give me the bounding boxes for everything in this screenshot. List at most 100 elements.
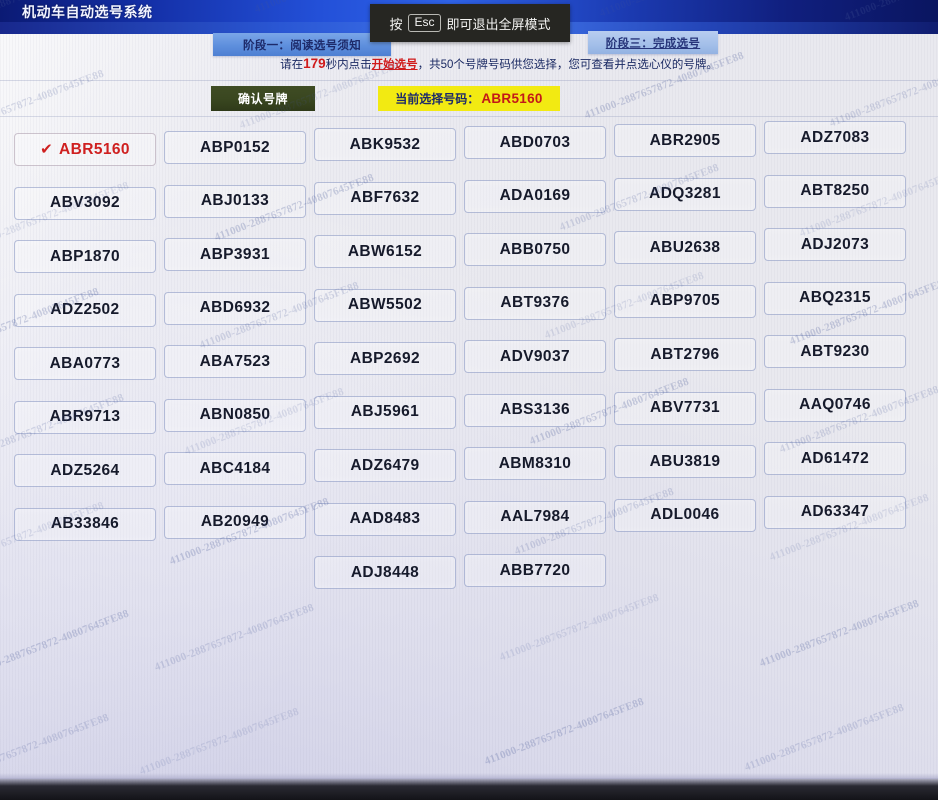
- plate-option[interactable]: ADZ7083: [764, 121, 906, 154]
- plate-option[interactable]: ABA7523: [164, 345, 306, 378]
- plate-number: ABM8310: [498, 454, 572, 472]
- plate-number: ABQ2315: [799, 289, 871, 306]
- plate-option[interactable]: ABU3819: [614, 445, 756, 478]
- plate-row: ADZ2502 ABD6932 ABW5502 ABT9376 ABP9705 ABQ23…: [14, 281, 924, 343]
- plate-option[interactable]: ABB7720: [464, 554, 606, 587]
- toast-suffix: 即可退出全屏模式: [446, 16, 551, 32]
- plate-number: ABK9532: [349, 135, 421, 153]
- divider-below-actions: [0, 116, 938, 117]
- plate-option[interactable]: ABJ0133: [164, 184, 306, 218]
- plate-option[interactable]: AD63347: [764, 495, 906, 529]
- plate-option[interactable]: AAL7984: [464, 500, 606, 534]
- confirm-plate-button[interactable]: 确认号牌: [211, 86, 315, 111]
- plate-number: ABU2638: [649, 238, 721, 256]
- plate-number: ABA7523: [199, 352, 271, 370]
- notice-seconds: 179: [303, 56, 326, 71]
- plate-number: AB20949: [200, 513, 270, 530]
- plate-number: AD61472: [800, 449, 870, 467]
- current-selection-badge: 当前选择号码： ABR5160: [378, 86, 560, 111]
- plate-option[interactable]: ABR9713: [14, 400, 156, 434]
- plate-option[interactable]: ABF7632: [314, 181, 456, 215]
- plate-option[interactable]: ABK9532: [314, 128, 456, 161]
- fullscreen-exit-toast: 按 Esc 即可退出全屏模式: [370, 4, 570, 42]
- plate-option[interactable]: ADZ2502: [14, 293, 156, 327]
- plate-option[interactable]: ABW6152: [314, 235, 456, 268]
- plate-option[interactable]: ✔ ABR5160: [14, 133, 156, 166]
- stage-1-label: 阶段一：阅读选号须知: [243, 39, 361, 52]
- plate-option[interactable]: AD61472: [764, 442, 906, 475]
- plate-number: ABC4184: [199, 459, 271, 477]
- plate-option[interactable]: ABR2905: [614, 124, 756, 157]
- plate-number: ABB0750: [499, 240, 571, 258]
- page-content: 阶段一：阅读选号须知 阶段三：完成选号 请在179秒内点击开始选号，共50个号牌…: [0, 28, 938, 800]
- plate-option[interactable]: ADZ6479: [314, 449, 456, 482]
- plate-option[interactable]: ABA0773: [14, 347, 156, 380]
- plate-row: ABV3092 ABJ0133 ABF7632 ADA0169 ADQ3281 ABT82…: [14, 174, 924, 236]
- current-selection-label: 当前选择号码：: [395, 92, 480, 106]
- toast-prefix: 按: [389, 16, 403, 32]
- plate-option[interactable]: AAQ0746: [764, 388, 906, 422]
- plate-number: ABN0850: [199, 406, 271, 423]
- plate-number: ABJ5961: [350, 403, 420, 420]
- plate-number: ABU3819: [649, 452, 721, 470]
- stage-item-1[interactable]: 阶段一：阅读选号须知: [213, 33, 391, 56]
- plate-option[interactable]: ABB0750: [464, 233, 606, 266]
- plate-slot-empty: [164, 559, 306, 592]
- plate-option[interactable]: ABP0152: [164, 131, 306, 164]
- plate-number: ADJ8448: [350, 563, 420, 581]
- stage-item-3[interactable]: 阶段三：完成选号: [588, 31, 718, 54]
- plate-option[interactable]: AAD8483: [314, 502, 456, 536]
- plate-option[interactable]: ABT9376: [464, 286, 606, 320]
- plate-option[interactable]: ADJ8448: [314, 556, 456, 589]
- plate-option[interactable]: ABQ2315: [764, 281, 906, 315]
- plate-row: AB33846 AB20949 AAD8483 AAL7984 ADL0046 AD633…: [14, 495, 924, 557]
- plate-option[interactable]: ABD0703: [464, 126, 606, 159]
- action-row: 确认号牌 当前选择号码： ABR5160: [0, 86, 938, 114]
- plate-option[interactable]: ADQ3281: [614, 177, 756, 211]
- plate-number: AAD8483: [349, 510, 421, 527]
- notice-text: 请在179秒内点击开始选号，共50个号牌号码供您选择，您可查看并点选心仪的号牌。: [0, 56, 938, 72]
- plate-option[interactable]: ABN0850: [164, 398, 306, 432]
- plate-option[interactable]: ABS3136: [464, 393, 606, 427]
- plate-option[interactable]: ADV9037: [464, 340, 606, 373]
- plate-number: ABP1870: [49, 247, 120, 265]
- plate-option[interactable]: ADJ2073: [764, 228, 906, 261]
- plate-option[interactable]: ABW5502: [314, 288, 456, 322]
- plate-number: ABD6932: [199, 299, 271, 316]
- plate-option[interactable]: ABP9705: [614, 284, 756, 318]
- plate-option[interactable]: ABT8250: [764, 174, 906, 208]
- plate-number: ADZ5264: [50, 461, 120, 479]
- plate-slot-empty: [764, 549, 906, 582]
- plate-option[interactable]: ABM8310: [464, 447, 606, 480]
- plate-option[interactable]: ABU2638: [614, 231, 756, 264]
- plate-option[interactable]: ABP2692: [314, 342, 456, 375]
- plate-option[interactable]: ADA0169: [464, 179, 606, 213]
- plate-row: ✔ ABR5160 ABP0152 ABK9532 ABD0703 ABR2905 ADZ7…: [14, 121, 924, 182]
- plate-option[interactable]: ABC4184: [164, 452, 306, 485]
- plate-number: ABS3136: [499, 401, 570, 418]
- plate-option[interactable]: ABV3092: [14, 186, 156, 220]
- plate-option[interactable]: ABT9230: [764, 335, 906, 368]
- plate-number: ADZ6479: [350, 456, 420, 474]
- plate-number: ABR9713: [49, 408, 121, 425]
- stage-3-label: 阶段三：完成选号: [605, 37, 701, 50]
- plate-number: ABJ0133: [200, 192, 270, 209]
- plate-slot-empty: [14, 561, 156, 594]
- plate-option[interactable]: ABP3931: [164, 238, 306, 271]
- plate-row: ABP1870 ABP3931 ABW6152 ABB0750 ABU2638 ADJ20…: [14, 228, 924, 289]
- plate-option[interactable]: ADL0046: [614, 498, 756, 532]
- notice-action-link[interactable]: 开始选号: [371, 59, 418, 71]
- plate-option[interactable]: ABT2796: [614, 338, 756, 371]
- plate-number: ABT8250: [800, 182, 870, 199]
- plate-option[interactable]: AB33846: [14, 507, 156, 541]
- plate-slot-empty: [614, 552, 756, 585]
- plate-option[interactable]: AB20949: [164, 505, 306, 539]
- plate-number: ABP3931: [199, 245, 270, 263]
- plate-option[interactable]: ABJ5961: [314, 395, 456, 429]
- plate-option[interactable]: ABD6932: [164, 291, 306, 325]
- plate-option[interactable]: ABV7731: [614, 391, 756, 425]
- plate-option[interactable]: ABP1870: [14, 240, 156, 273]
- plate-row: ADJ8448 ABB7720: [14, 554, 924, 610]
- plate-number: ABP9705: [649, 292, 720, 309]
- plate-option[interactable]: ADZ5264: [14, 454, 156, 487]
